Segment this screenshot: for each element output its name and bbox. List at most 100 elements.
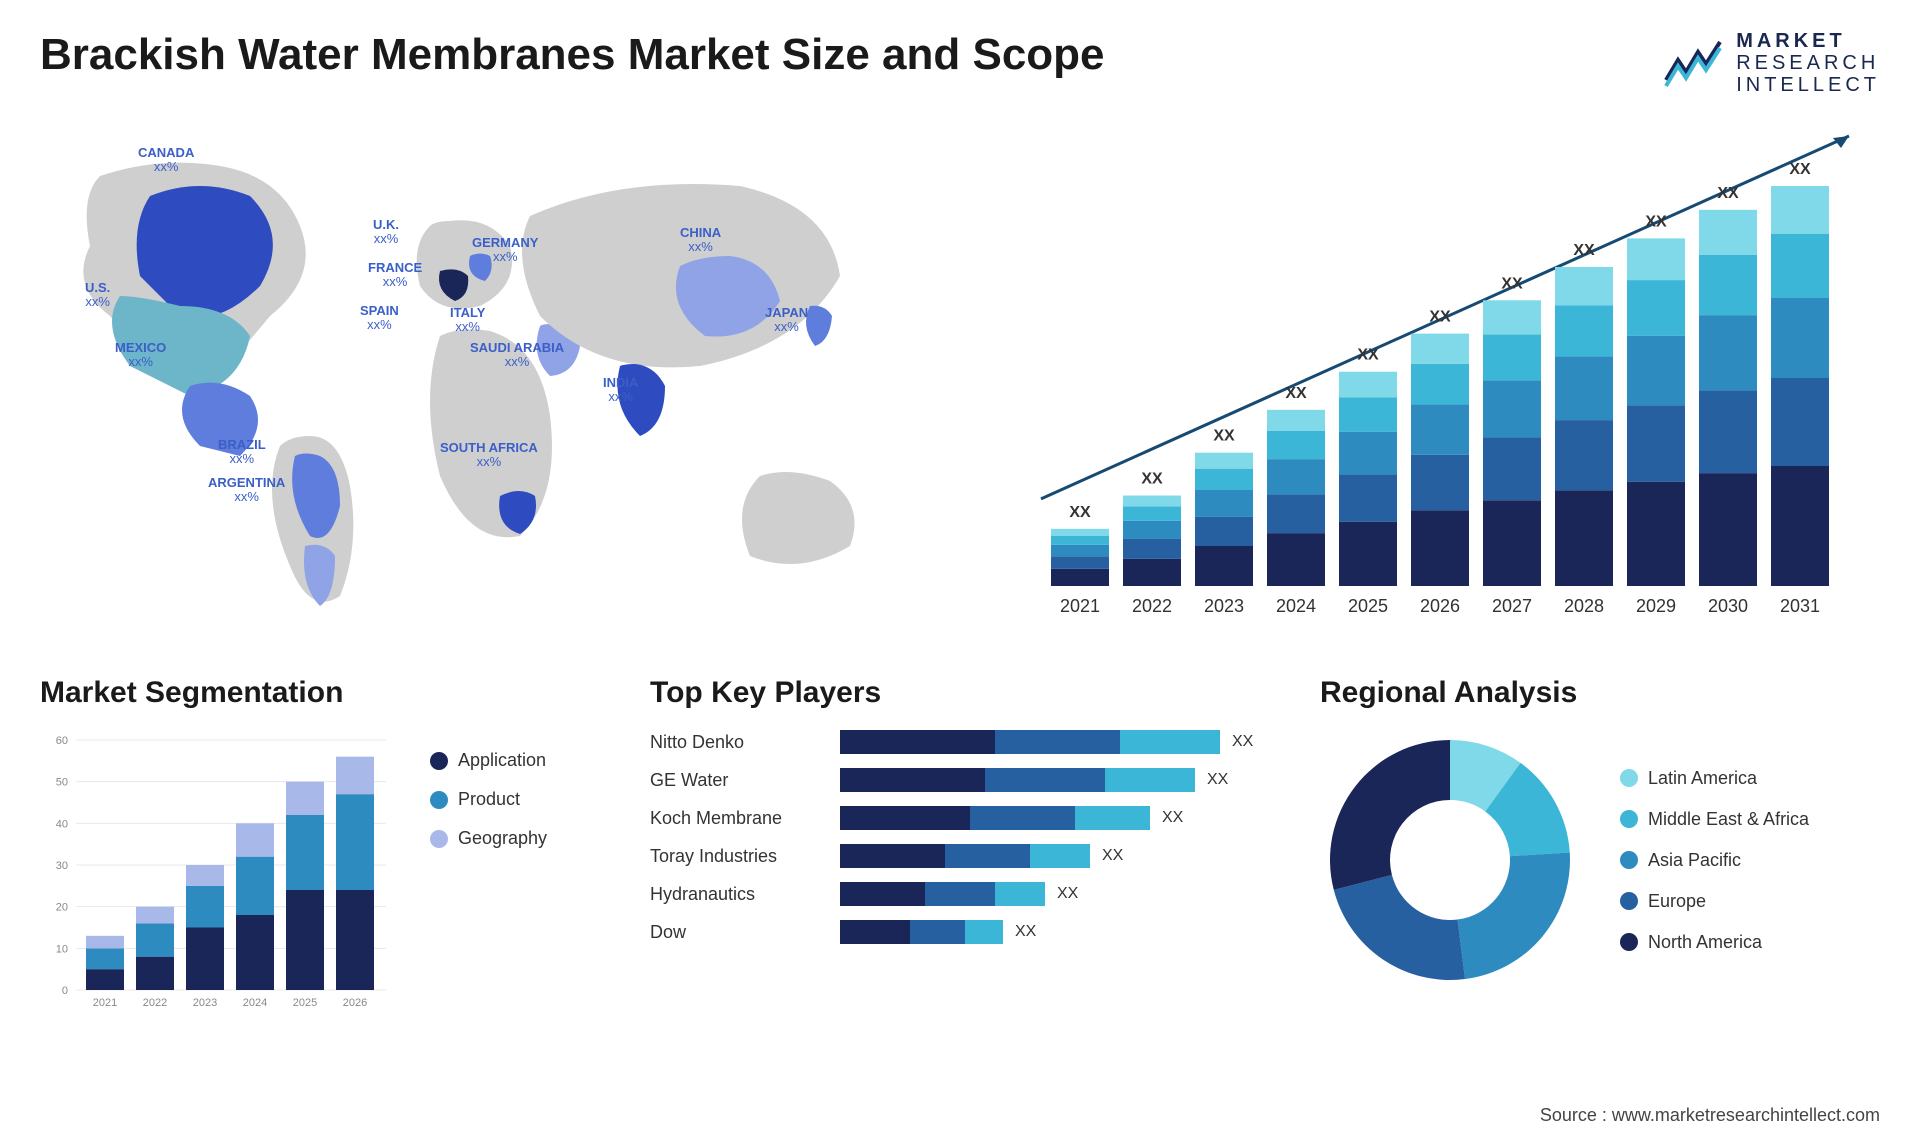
- growth-bar-segment: [1411, 455, 1469, 511]
- player-name: Dow: [650, 922, 820, 943]
- legend-item: Product: [430, 789, 547, 810]
- seg-bar-segment: [336, 794, 374, 890]
- legend-dot: [1620, 769, 1638, 787]
- seg-year-label: 2021: [93, 997, 117, 1009]
- logo-line1: MARKET: [1736, 30, 1880, 52]
- growth-bar-segment: [1483, 380, 1541, 437]
- player-bar-segment: [1030, 844, 1090, 868]
- growth-bar-year: 2030: [1708, 596, 1748, 616]
- map-label: BRAZILxx%: [218, 438, 266, 467]
- player-bar-segment: [995, 882, 1045, 906]
- seg-ytick: 40: [56, 818, 68, 830]
- growth-bar-value: XX: [1717, 185, 1739, 202]
- growth-bar-segment: [1699, 315, 1757, 390]
- legend-item: Europe: [1620, 891, 1809, 912]
- player-row: Toray IndustriesXX: [650, 844, 1270, 868]
- seg-ytick: 0: [62, 985, 68, 997]
- page-title: Brackish Water Membranes Market Size and…: [40, 30, 1105, 80]
- growth-bar-segment: [1771, 298, 1829, 378]
- donut-segment: [1458, 852, 1570, 979]
- legend-item: North America: [1620, 932, 1809, 953]
- player-row: Hydranautics XX: [650, 882, 1270, 906]
- player-bar-segment: [1075, 806, 1150, 830]
- legend-dot: [1620, 851, 1638, 869]
- player-bar-segment: [1120, 730, 1220, 754]
- player-bar-segment: [985, 768, 1105, 792]
- map-label: FRANCExx%: [368, 261, 422, 290]
- player-bar-segment: [925, 882, 995, 906]
- player-bar: [840, 730, 1220, 754]
- player-bar-segment: [840, 768, 985, 792]
- growth-bar-segment: [1123, 539, 1181, 559]
- growth-bar-segment: [1555, 490, 1613, 586]
- growth-bar-year: 2029: [1636, 596, 1676, 616]
- growth-bar-segment: [1699, 390, 1757, 473]
- legend-label: Product: [458, 789, 520, 810]
- segmentation-title: Market Segmentation: [40, 676, 600, 710]
- logo-line3: INTELLECT: [1736, 74, 1880, 96]
- player-bar: [840, 844, 1090, 868]
- legend-dot: [430, 752, 448, 770]
- map-label: SOUTH AFRICAxx%: [440, 441, 538, 470]
- growth-bar-segment: [1195, 517, 1253, 546]
- growth-bar-segment: [1627, 280, 1685, 336]
- growth-bar-year: 2024: [1276, 596, 1316, 616]
- map-label: GERMANYxx%: [472, 236, 538, 265]
- map-label: MEXICOxx%: [115, 341, 166, 370]
- player-bar-segment: [995, 730, 1120, 754]
- world-map-panel: CANADAxx%U.S.xx%MEXICOxx%BRAZILxx%ARGENT…: [40, 116, 960, 636]
- seg-year-label: 2023: [193, 997, 217, 1009]
- growth-bar-value: XX: [1141, 471, 1163, 488]
- seg-bar-segment: [186, 928, 224, 991]
- growth-bar-year: 2022: [1132, 596, 1172, 616]
- growth-bar-year: 2021: [1060, 596, 1100, 616]
- seg-year-label: 2026: [343, 997, 367, 1009]
- regional-panel: Regional Analysis Latin AmericaMiddle Ea…: [1320, 676, 1880, 1020]
- growth-bar-segment: [1339, 397, 1397, 431]
- player-bar-segment: [840, 806, 970, 830]
- growth-bar-segment: [1771, 466, 1829, 586]
- growth-bar-segment: [1051, 569, 1109, 586]
- player-value: XX: [1232, 733, 1253, 751]
- seg-year-label: 2025: [293, 997, 317, 1009]
- growth-bar-year: 2027: [1492, 596, 1532, 616]
- player-name: Hydranautics: [650, 884, 820, 905]
- growth-bar-segment: [1627, 336, 1685, 406]
- source-label: Source : www.marketresearchintellect.com: [1540, 1105, 1880, 1126]
- map-label: CHINAxx%: [680, 226, 721, 255]
- seg-bar-segment: [136, 957, 174, 990]
- growth-bar-year: 2026: [1420, 596, 1460, 616]
- growth-bar-segment: [1123, 506, 1181, 520]
- map-label: SPAINxx%: [360, 304, 399, 333]
- growth-bar-segment: [1051, 536, 1109, 545]
- growth-bar-segment: [1699, 473, 1757, 586]
- player-bar: [840, 806, 1150, 830]
- legend-item: Geography: [430, 828, 547, 849]
- legend-label: North America: [1648, 932, 1762, 953]
- growth-bar-segment: [1195, 453, 1253, 469]
- growth-bar-value: XX: [1285, 385, 1307, 402]
- growth-bar-segment: [1483, 300, 1541, 334]
- player-bar-segment: [840, 882, 925, 906]
- growth-bar-segment: [1267, 494, 1325, 533]
- growth-bar-segment: [1483, 335, 1541, 381]
- legend-label: Geography: [458, 828, 547, 849]
- seg-bar-segment: [86, 936, 124, 949]
- growth-bar-segment: [1555, 305, 1613, 356]
- growth-bar-value: XX: [1645, 213, 1667, 230]
- donut-segment: [1330, 740, 1450, 890]
- growth-bar-segment: [1771, 186, 1829, 234]
- growth-bar-value: XX: [1789, 161, 1811, 178]
- legend-dot: [430, 830, 448, 848]
- growth-bar-segment: [1339, 432, 1397, 475]
- player-value: XX: [1057, 885, 1078, 903]
- growth-bar-segment: [1267, 431, 1325, 459]
- player-row: DowXX: [650, 920, 1270, 944]
- growth-bar-segment: [1771, 234, 1829, 298]
- growth-bar-segment: [1195, 469, 1253, 490]
- growth-bar-segment: [1051, 545, 1109, 556]
- growth-bar-value: XX: [1069, 504, 1091, 521]
- growth-bar-segment: [1627, 238, 1685, 280]
- player-row: GE WaterXX: [650, 768, 1270, 792]
- growth-bar-segment: [1555, 267, 1613, 305]
